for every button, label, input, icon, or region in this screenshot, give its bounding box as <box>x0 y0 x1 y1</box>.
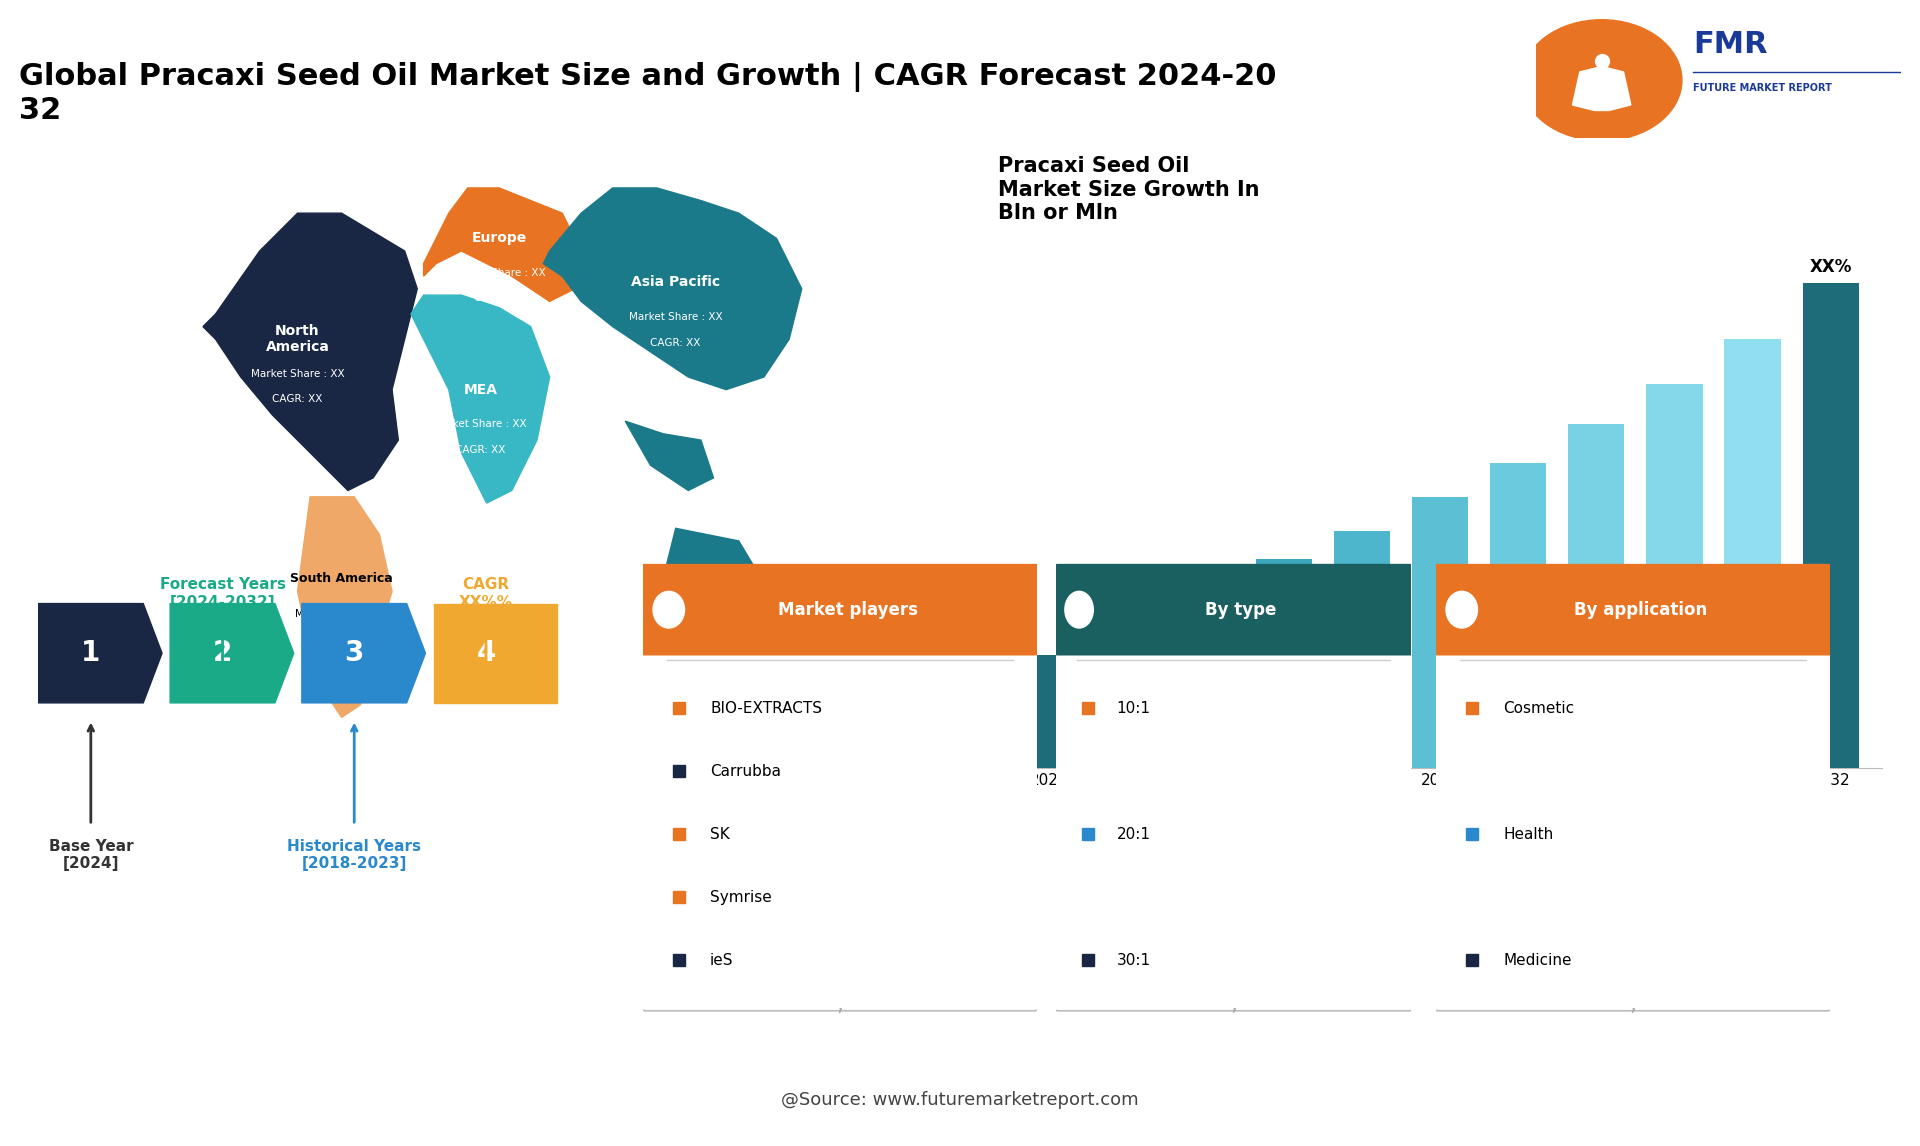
Text: @Source: www.futuremarketreport.com: @Source: www.futuremarketreport.com <box>781 1091 1139 1109</box>
Text: Medicine: Medicine <box>1503 952 1572 968</box>
Text: Carrubba: Carrubba <box>710 763 781 779</box>
Text: 2: 2 <box>213 639 232 667</box>
Bar <box>1490 463 1546 768</box>
Text: Base Year
[2024]: Base Year [2024] <box>48 839 132 871</box>
Bar <box>1569 424 1624 768</box>
Polygon shape <box>626 421 714 490</box>
Polygon shape <box>411 295 549 503</box>
Text: North
America: North America <box>265 324 330 354</box>
Text: ,: , <box>1231 996 1236 1015</box>
Text: Market Share : XX: Market Share : XX <box>434 419 528 430</box>
FancyBboxPatch shape <box>641 653 1039 1011</box>
Polygon shape <box>434 604 557 702</box>
Text: FMR: FMR <box>1693 30 1768 58</box>
Text: MEA: MEA <box>463 383 497 397</box>
Text: CAGR
XX%%: CAGR XX%% <box>459 578 513 610</box>
FancyBboxPatch shape <box>1054 653 1413 1011</box>
Polygon shape <box>171 604 294 702</box>
Text: Market Share : XX: Market Share : XX <box>453 268 545 278</box>
Text: Historical Years
[2018-2023]: Historical Years [2018-2023] <box>288 839 420 871</box>
Text: XX%: XX% <box>1811 258 1853 276</box>
Text: Market Share : XX: Market Share : XX <box>296 609 388 619</box>
FancyBboxPatch shape <box>1428 564 1837 656</box>
Text: Cosmetic: Cosmetic <box>1503 700 1574 716</box>
FancyBboxPatch shape <box>636 564 1044 656</box>
Text: 10:1: 10:1 <box>1116 700 1150 716</box>
Polygon shape <box>38 604 161 702</box>
Text: 3: 3 <box>344 639 365 667</box>
Text: FUTURE MARKET REPORT: FUTURE MARKET REPORT <box>1693 84 1832 94</box>
Text: BIO-EXTRACTS: BIO-EXTRACTS <box>710 700 822 716</box>
Bar <box>1803 283 1859 768</box>
Bar <box>1334 531 1390 768</box>
Text: By type: By type <box>1206 601 1277 619</box>
Text: Health: Health <box>1503 826 1553 842</box>
Text: Asia Pacific: Asia Pacific <box>632 275 720 290</box>
Circle shape <box>653 591 685 628</box>
Text: 30:1: 30:1 <box>1116 952 1150 968</box>
Bar <box>1411 497 1469 768</box>
Bar <box>1021 656 1077 768</box>
Circle shape <box>1521 19 1682 141</box>
Text: Symrise: Symrise <box>710 889 772 905</box>
Polygon shape <box>298 496 392 717</box>
Text: XX%: XX% <box>1185 563 1227 581</box>
Text: SK: SK <box>710 826 730 842</box>
Polygon shape <box>543 188 803 390</box>
Polygon shape <box>662 528 776 667</box>
Polygon shape <box>776 642 795 692</box>
Text: 4: 4 <box>476 639 495 667</box>
Text: Market players: Market players <box>778 601 918 619</box>
FancyBboxPatch shape <box>1048 564 1419 656</box>
Text: South America: South America <box>290 572 394 586</box>
Text: Global Pracaxi Seed Oil Market Size and Growth | CAGR Forecast 2024-20
32: Global Pracaxi Seed Oil Market Size and … <box>19 62 1277 125</box>
Polygon shape <box>424 188 582 301</box>
Text: Europe: Europe <box>472 231 526 245</box>
Text: CAGR: XX: CAGR: XX <box>273 394 323 405</box>
Text: CAGR: XX: CAGR: XX <box>317 634 367 644</box>
Bar <box>1100 615 1156 768</box>
Text: Forecast Years
[2024-2032]: Forecast Years [2024-2032] <box>159 578 286 610</box>
Text: CAGR: XX: CAGR: XX <box>455 445 505 455</box>
Text: Market Share : XX: Market Share : XX <box>630 313 722 322</box>
Polygon shape <box>301 604 426 702</box>
Text: ,: , <box>837 996 843 1015</box>
Text: By application: By application <box>1574 601 1707 619</box>
FancyBboxPatch shape <box>1434 653 1832 1011</box>
Text: 20:1: 20:1 <box>1116 826 1150 842</box>
Polygon shape <box>204 213 417 490</box>
Polygon shape <box>1572 66 1630 110</box>
Bar <box>1645 384 1703 768</box>
Bar <box>1256 559 1311 768</box>
Text: ,: , <box>1630 996 1636 1015</box>
Text: Market Share : XX: Market Share : XX <box>252 369 344 379</box>
Text: CAGR: XX: CAGR: XX <box>651 338 701 347</box>
Text: Pracaxi Seed Oil
Market Size Growth In
Bln or Mln: Pracaxi Seed Oil Market Size Growth In B… <box>998 156 1260 222</box>
Bar <box>1724 339 1780 768</box>
Circle shape <box>1066 591 1092 628</box>
Text: ieS: ieS <box>710 952 733 968</box>
Text: 1: 1 <box>81 639 100 667</box>
Circle shape <box>1446 591 1478 628</box>
Bar <box>1177 588 1235 768</box>
Text: CAGR: XX: CAGR: XX <box>474 293 524 304</box>
